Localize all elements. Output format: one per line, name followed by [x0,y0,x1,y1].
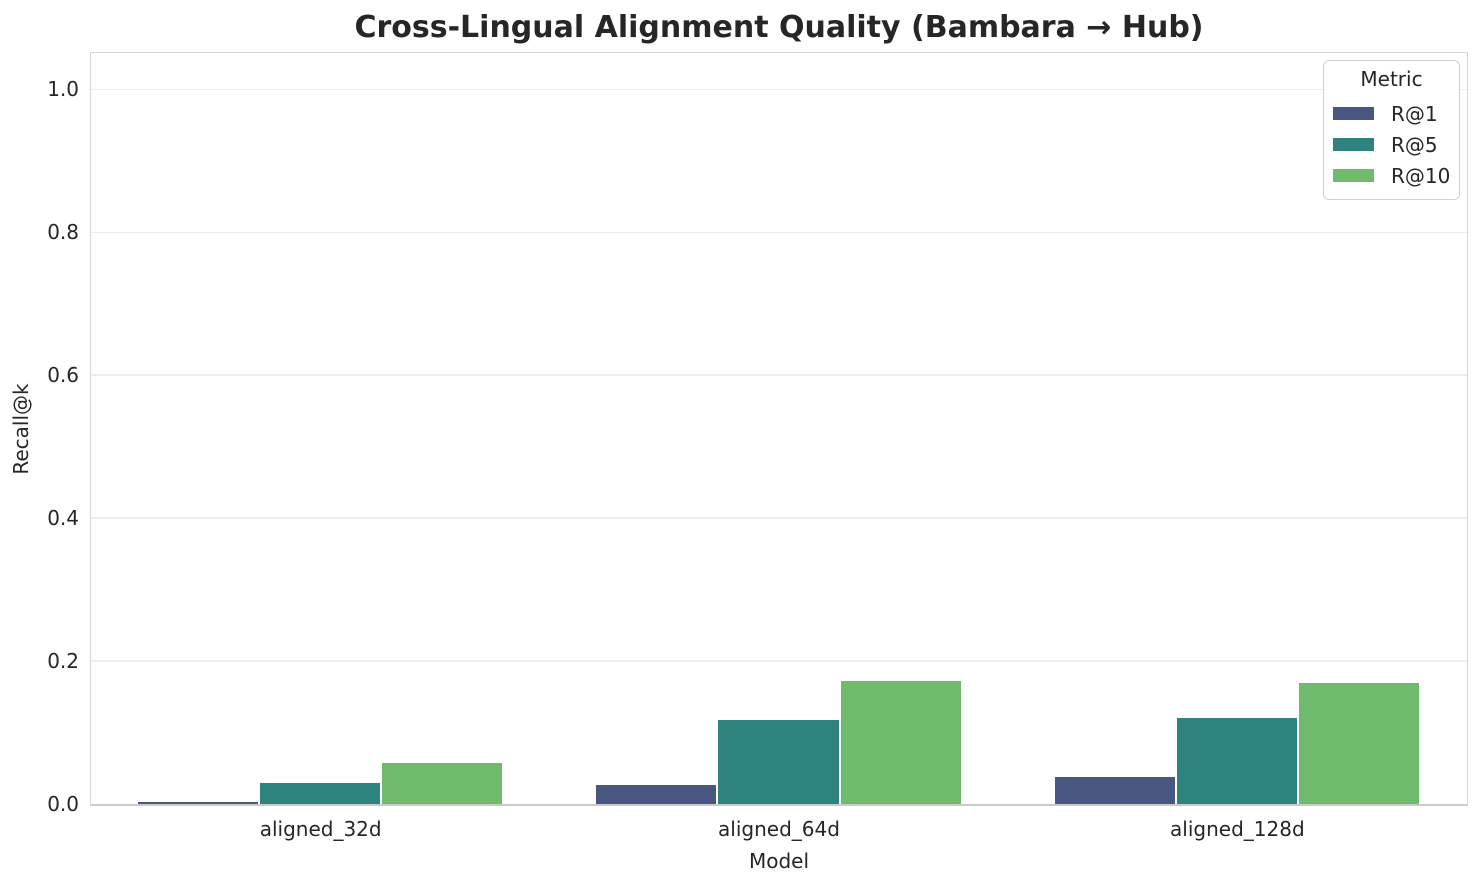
plot-area [90,52,1468,806]
y-tick-label-1.0: 1.0 [47,77,79,102]
bar-R@10-aligned_64d [840,681,961,804]
gridline-y-0.4 [91,517,1467,519]
legend-items: R@1 R@5 R@10 [1324,98,1459,191]
legend-title: Metric [1360,67,1423,91]
bar-R@5-aligned_128d [1176,718,1297,804]
y-axis-label: Recall@k [9,383,33,475]
gridline-y-0.6 [91,374,1467,376]
legend-swatch-R@10 [1333,169,1374,182]
x-tick-label-aligned_32d: aligned_32d [259,817,382,841]
legend: Metric R@1 R@5 R@10 [1323,60,1460,200]
legend-swatch-R@1 [1333,107,1374,120]
legend-item-R@5: R@5 [1324,129,1459,160]
bar-R@1-aligned_32d [137,801,259,804]
chart-title: Cross-Lingual Alignment Quality (Bambara… [354,10,1204,45]
x-tick-label-aligned_64d: aligned_64d [718,817,840,841]
legend-item-label: R@10 [1391,163,1451,188]
legend-item-label: R@5 [1391,132,1438,157]
bar-R@10-aligned_128d [1298,683,1420,804]
y-tick-label-0.6: 0.6 [47,362,79,387]
legend-item-label: R@1 [1391,101,1438,126]
legend-item-R@1: R@1 [1324,98,1459,129]
bar-R@5-aligned_32d [260,783,381,804]
bar-R@5-aligned_64d [718,720,839,804]
legend-swatch-R@5 [1333,138,1374,151]
legend-item-R@10: R@10 [1324,160,1459,191]
gridline-y-0.2 [91,660,1467,662]
gridline-y-1.0 [91,88,1467,91]
y-tick-label-0.0: 0.0 [47,791,79,816]
bar-R@1-aligned_128d [1054,776,1175,804]
y-tick-label-0.8: 0.8 [47,220,79,245]
bar-R@1-aligned_64d [596,784,717,804]
x-tick-label-aligned_128d: aligned_128d [1170,817,1305,841]
bar-R@10-aligned_32d [382,762,503,804]
y-tick-label-0.4: 0.4 [47,505,79,530]
y-tick-label-0.2: 0.2 [47,648,79,673]
x-axis-label: Model [748,849,810,873]
gridline-y-0.8 [91,231,1467,234]
